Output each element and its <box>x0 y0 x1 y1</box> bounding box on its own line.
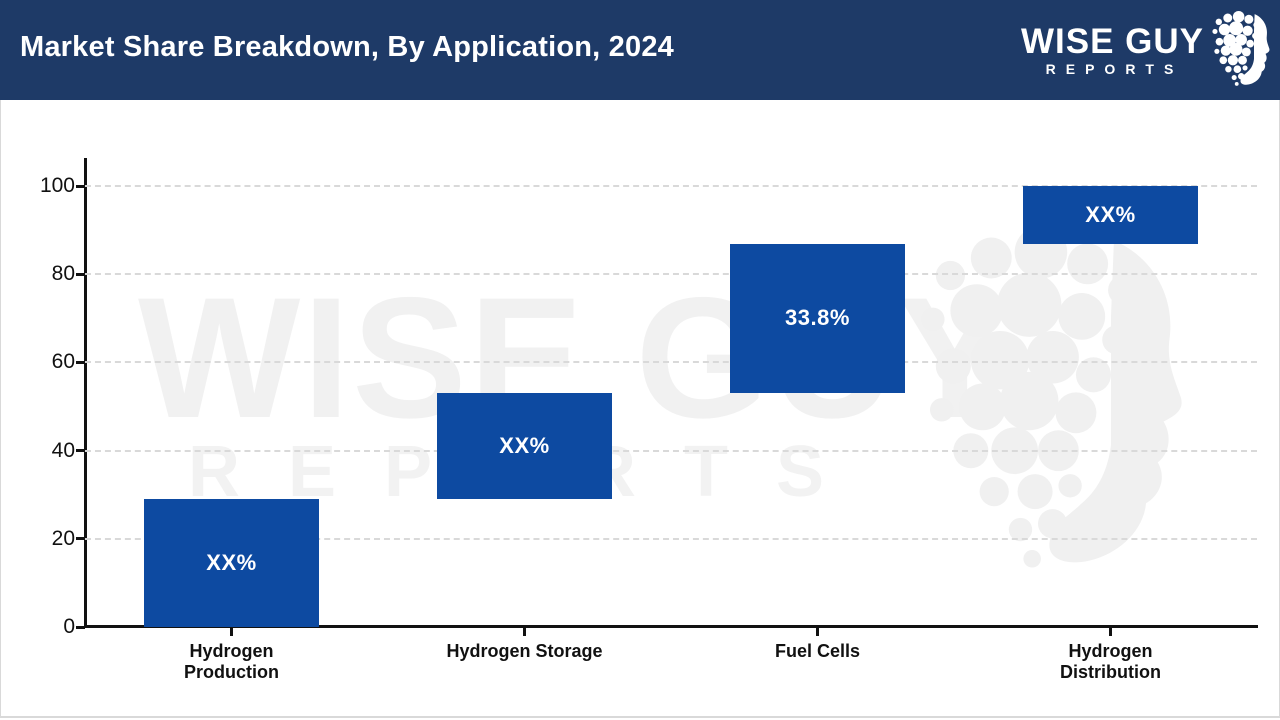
gridline-80 <box>85 273 1257 276</box>
y-axis-line <box>84 158 87 628</box>
brand-tagline: REPORTS <box>1045 61 1184 77</box>
y-axis-tick-label: 60 <box>51 350 75 374</box>
page-frame-border <box>0 100 1280 718</box>
y-axis-tick-label: 100 <box>39 174 75 197</box>
x-axis-category-label: Hydrogen Production <box>184 641 279 682</box>
x-axis-category-label: Fuel Cells <box>774 641 861 661</box>
x-axis-category-label: Hydrogen Storage <box>446 641 603 661</box>
y-axis-tick-label: 20 <box>51 526 75 550</box>
y-tick-mark <box>76 625 85 629</box>
brand-logo-text: WISE GUY REPORTS <box>1021 24 1204 76</box>
y-tick-mark <box>76 449 85 453</box>
y-tick-mark <box>76 360 85 364</box>
gridline-40 <box>85 449 1257 452</box>
x-tick-mark <box>1109 627 1112 636</box>
y-tick-mark <box>76 537 85 541</box>
y-tick-mark <box>76 272 85 276</box>
gridline-100 <box>85 185 1257 187</box>
x-tick-mark <box>523 627 526 636</box>
bar-value-label: XX% <box>206 549 257 575</box>
bar-value-label: XX% <box>1085 201 1136 227</box>
bar-hydrogen-storage: XX% <box>436 392 613 499</box>
y-axis-tick-label: 40 <box>51 438 75 462</box>
bar-hydrogen-production: XX% <box>143 498 320 627</box>
wiseguy-face-icon <box>1206 8 1270 92</box>
x-tick-mark <box>816 627 819 636</box>
x-axis-category-label: Hydrogen Distribution <box>1060 641 1161 682</box>
brand-name: WISE GUY <box>1020 22 1204 61</box>
header: Market Share Breakdown, By Application, … <box>0 0 1280 100</box>
bar-fuel-cells: 33.8% <box>729 243 906 393</box>
x-tick-mark <box>230 627 233 636</box>
y-tick-mark <box>76 184 85 188</box>
page-title: Market Share Breakdown, By Application, … <box>20 30 674 63</box>
x-axis-line <box>84 625 1258 628</box>
y-axis-tick-label: 0 <box>63 615 75 638</box>
bar-hydrogen-distribution: XX% <box>1022 186 1199 244</box>
gridline-60 <box>85 361 1257 364</box>
bar-value-label: 33.8% <box>785 305 850 331</box>
brand-logo: WISE GUY REPORTS <box>1021 0 1270 100</box>
bar-value-label: XX% <box>499 432 550 458</box>
y-axis-tick-label: 80 <box>51 262 75 286</box>
gridline-20 <box>85 537 1257 540</box>
